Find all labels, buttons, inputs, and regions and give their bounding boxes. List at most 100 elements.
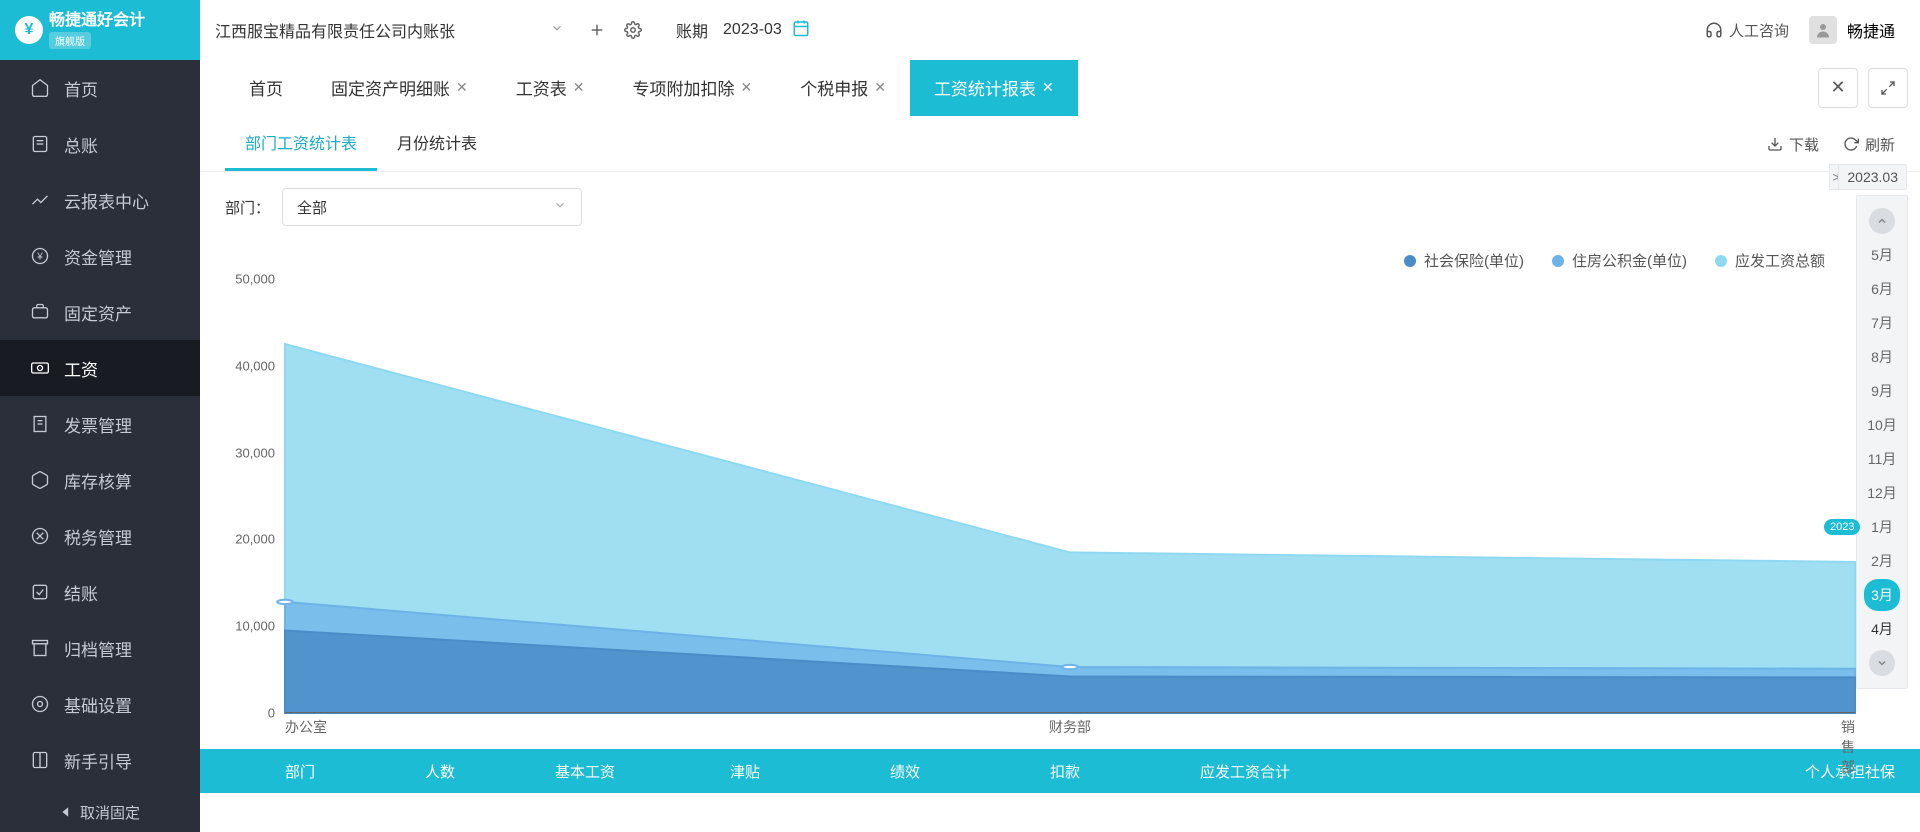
subtab-item[interactable]: 部门工资统计表 bbox=[225, 116, 377, 171]
username: 畅捷通 bbox=[1847, 18, 1895, 42]
sidebar-item-home[interactable]: 首页 bbox=[0, 60, 200, 116]
chart-canvas: 010,00020,00030,00040,00050,000 办公室财务部销售… bbox=[285, 279, 1855, 739]
close-icon[interactable]: ✕ bbox=[456, 79, 468, 96]
chevron-down-icon bbox=[550, 21, 564, 40]
company-name: 江西服宝精品有限责任公司内账张 bbox=[215, 18, 455, 42]
month-item[interactable]: 8月 bbox=[1864, 341, 1900, 373]
month-item[interactable]: 4月 bbox=[1864, 613, 1900, 645]
scroll-down-button[interactable] bbox=[1869, 650, 1895, 676]
scroll-up-button[interactable] bbox=[1869, 208, 1895, 234]
asset-icon bbox=[30, 302, 50, 322]
legend-dot-icon bbox=[1404, 255, 1416, 267]
tab-label: 个税申报 bbox=[800, 75, 868, 100]
table-column-header: 绩效 bbox=[825, 761, 985, 782]
legend-item[interactable]: 住房公积金(单位) bbox=[1552, 250, 1687, 271]
year-tag: 2023 bbox=[1824, 519, 1860, 535]
header-right: 人工咨询 畅捷通 bbox=[1705, 16, 1920, 44]
close-icon bbox=[30, 582, 50, 602]
period-label: 账期 bbox=[676, 18, 708, 42]
tab-item[interactable]: 工资统计报表✕ bbox=[910, 60, 1078, 116]
sidebar-item-label: 发票管理 bbox=[64, 412, 132, 437]
sidebar-pin-toggle[interactable]: 取消固定 bbox=[0, 788, 200, 832]
month-item[interactable]: 7月 bbox=[1864, 307, 1900, 339]
month-item[interactable]: 6月 bbox=[1864, 273, 1900, 305]
data-point-marker bbox=[1062, 665, 1078, 669]
close-icon[interactable]: ✕ bbox=[1042, 79, 1054, 96]
legend-item[interactable]: 社会保险(单位) bbox=[1404, 250, 1524, 271]
table-column-header: 部门 bbox=[225, 761, 375, 782]
x-tick-label: 财务部 bbox=[1049, 717, 1091, 737]
sidebar-item-asset[interactable]: 固定资产 bbox=[0, 284, 200, 340]
home-icon bbox=[30, 78, 50, 98]
legend-dot-icon bbox=[1715, 255, 1727, 267]
sidebar-item-invoice[interactable]: 发票管理 bbox=[0, 396, 200, 452]
table-column-header: 津贴 bbox=[665, 761, 825, 782]
sidebar-item-stock[interactable]: 库存核算 bbox=[0, 452, 200, 508]
subtabs-row: 部门工资统计表月份统计表 下载 刷新 bbox=[200, 116, 1920, 172]
sidebar-item-label: 云报表中心 bbox=[64, 188, 149, 213]
refresh-button[interactable]: 刷新 bbox=[1843, 134, 1895, 155]
subtab-item[interactable]: 月份统计表 bbox=[377, 116, 497, 171]
close-icon[interactable]: ✕ bbox=[874, 79, 886, 96]
refresh-label: 刷新 bbox=[1865, 134, 1895, 155]
download-button[interactable]: 下载 bbox=[1767, 134, 1819, 155]
sidebar: 首页总账云报表中心 ¥资金管理固定资产工资发票管理库存核算税务管理结账归档管理基础… bbox=[0, 60, 200, 832]
tabs-right-controls: ✕ bbox=[1818, 68, 1920, 108]
sidebar-item-fund[interactable]: ¥资金管理 bbox=[0, 228, 200, 284]
logo-icon: ¥ bbox=[15, 16, 43, 44]
sidebar-item-tax[interactable]: 税务管理 bbox=[0, 508, 200, 564]
close-icon[interactable]: ✕ bbox=[740, 79, 752, 96]
x-tick-label: 销售部 bbox=[1841, 717, 1855, 777]
month-item[interactable]: 9月 bbox=[1864, 375, 1900, 407]
tab-item[interactable]: 工资表✕ bbox=[492, 60, 609, 116]
y-tick-label: 40,000 bbox=[235, 358, 275, 373]
add-button[interactable] bbox=[579, 12, 615, 48]
chevron-down-icon bbox=[553, 198, 567, 216]
sidebar-item-label: 结账 bbox=[64, 580, 98, 605]
month-item[interactable]: 1月2023 bbox=[1864, 511, 1900, 543]
fullscreen-button[interactable] bbox=[1868, 68, 1908, 108]
main-area: 首页固定资产明细账✕工资表✕专项附加扣除✕个税申报✕工资统计报表✕ ✕ 部门工资… bbox=[200, 60, 1920, 832]
close-icon[interactable]: ✕ bbox=[573, 79, 585, 96]
month-item[interactable]: 3月 bbox=[1864, 579, 1900, 611]
sidebar-item-ledger[interactable]: 总账 bbox=[0, 116, 200, 172]
tab-item[interactable]: 个税申报 ✕ bbox=[776, 60, 910, 116]
department-select[interactable]: 全部 bbox=[282, 188, 582, 226]
guide-icon bbox=[30, 750, 50, 770]
table-column-header: 扣款 bbox=[985, 761, 1145, 782]
tax-icon bbox=[30, 526, 50, 546]
tabs-row: 首页固定资产明细账✕工资表✕专项附加扣除✕个税申报✕工资统计报表✕ ✕ bbox=[200, 60, 1920, 116]
tab-item[interactable]: 专项附加扣除✕ bbox=[608, 60, 776, 116]
sidebar-item-archive[interactable]: 归档管理 bbox=[0, 620, 200, 676]
sidebar-item-chart[interactable]: 云报表中心 bbox=[0, 172, 200, 228]
close-all-tabs-button[interactable]: ✕ bbox=[1818, 68, 1858, 108]
legend-item[interactable]: 应发工资总额 bbox=[1715, 250, 1825, 271]
y-tick-label: 20,000 bbox=[235, 532, 275, 547]
sidebar-item-guide[interactable]: 新手引导 bbox=[0, 732, 200, 788]
tab-item[interactable]: 首页 bbox=[225, 60, 307, 116]
sidebar-item-label: 库存核算 bbox=[64, 468, 132, 493]
download-label: 下载 bbox=[1789, 134, 1819, 155]
tab-item[interactable]: 固定资产明细账✕ bbox=[307, 60, 492, 116]
sidebar-item-label: 总账 bbox=[64, 132, 98, 157]
sidebar-item-close[interactable]: 结账 bbox=[0, 564, 200, 620]
year-badge[interactable]: 2023.03 bbox=[1838, 164, 1907, 190]
month-item[interactable]: 11月 bbox=[1864, 443, 1900, 475]
invoice-icon bbox=[30, 414, 50, 434]
month-item[interactable]: 12月 bbox=[1864, 477, 1900, 509]
support-link[interactable]: 人工咨询 bbox=[1705, 20, 1789, 41]
sidebar-item-salary[interactable]: 工资 bbox=[0, 340, 200, 396]
month-item[interactable]: 2月 bbox=[1864, 545, 1900, 577]
logo-area: ¥ 畅捷通好会计 旗舰版 bbox=[0, 0, 200, 60]
archive-icon bbox=[30, 638, 50, 658]
company-select[interactable]: 江西服宝精品有限责任公司内账张 bbox=[200, 0, 579, 60]
gear-icon[interactable] bbox=[615, 12, 651, 48]
month-item[interactable]: 5月 bbox=[1864, 239, 1900, 271]
sidebar-item-settings[interactable]: 基础设置 bbox=[0, 676, 200, 732]
chart-icon bbox=[30, 190, 50, 210]
sidebar-item-label: 基础设置 bbox=[64, 692, 132, 717]
month-item[interactable]: 10月 bbox=[1864, 409, 1900, 441]
x-tick-label: 办公室 bbox=[285, 717, 327, 737]
user-area[interactable]: 畅捷通 bbox=[1809, 16, 1895, 44]
calendar-icon[interactable] bbox=[792, 19, 810, 42]
